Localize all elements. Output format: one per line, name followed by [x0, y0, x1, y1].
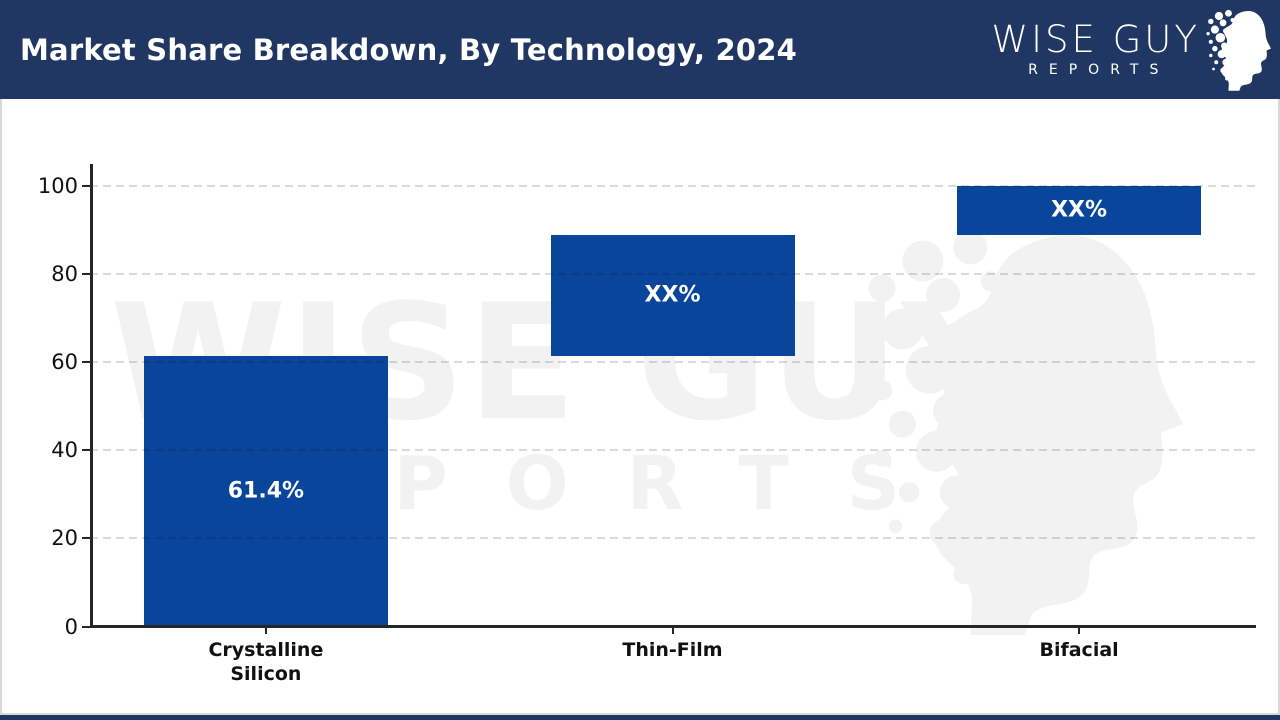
x-category-label-bifacial: Bifacial — [1039, 638, 1119, 661]
x-category-label-thin-film: Thin-Film — [622, 638, 723, 661]
y-tick-mark-80 — [82, 273, 90, 276]
page-title: Market Share Breakdown, By Technology, 2… — [20, 32, 798, 67]
brand-logo: WISE GUY REPORTS — [992, 9, 1280, 91]
y-tick-label-20: 20 — [51, 526, 78, 551]
brand-wordmark: WISE GUY REPORTS — [991, 18, 1200, 78]
y-tick-label-0: 0 — [64, 614, 78, 639]
footer-bar — [0, 715, 1280, 720]
gridline-20 — [90, 537, 1255, 540]
y-tick-label-40: 40 — [51, 438, 78, 463]
bar-bifacial — [957, 186, 1202, 235]
y-tick-label-100: 100 — [37, 174, 78, 198]
chart-area: WISE GUY REPORTS 61.4%XX%XX%020406080100… — [0, 99, 1280, 715]
x-tick-mark-crystalline-silicon — [264, 628, 267, 634]
y-tick-label-80: 80 — [51, 262, 78, 287]
bar-value-label-bifacial: XX% — [1051, 197, 1108, 223]
gridline-40 — [90, 449, 1255, 452]
x-tick-mark-bifacial — [1078, 628, 1081, 634]
x-category-label-crystalline-silicon: Crystalline Silicon — [208, 638, 324, 686]
gridline-80 — [90, 273, 1255, 276]
x-axis-line — [90, 625, 1256, 628]
bar-value-label-thin-film: XX% — [644, 282, 701, 308]
dotted-head-logo-icon — [1206, 9, 1271, 91]
y-tick-mark-60 — [82, 361, 90, 364]
y-tick-mark-40 — [82, 449, 90, 452]
bar-value-label-crystalline-silicon: 61.4% — [227, 478, 305, 504]
y-tick-mark-20 — [82, 537, 90, 540]
y-tick-mark-100 — [82, 185, 90, 187]
y-tick-mark-0 — [82, 625, 90, 628]
header-bar: Market Share Breakdown, By Technology, 2… — [0, 0, 1280, 99]
bar-thin-film — [550, 234, 795, 357]
gridline-60 — [90, 361, 1255, 364]
brand-subtitle: REPORTS — [1028, 61, 1170, 78]
y-axis-line — [90, 164, 93, 628]
brand-name: WISE GUY — [991, 18, 1200, 62]
watermark-head-icon — [859, 230, 1183, 635]
bar-crystalline-silicon — [143, 356, 388, 627]
gridline-100 — [90, 185, 1255, 187]
x-tick-mark-thin-film — [671, 628, 674, 634]
y-tick-label-60: 60 — [51, 350, 78, 375]
